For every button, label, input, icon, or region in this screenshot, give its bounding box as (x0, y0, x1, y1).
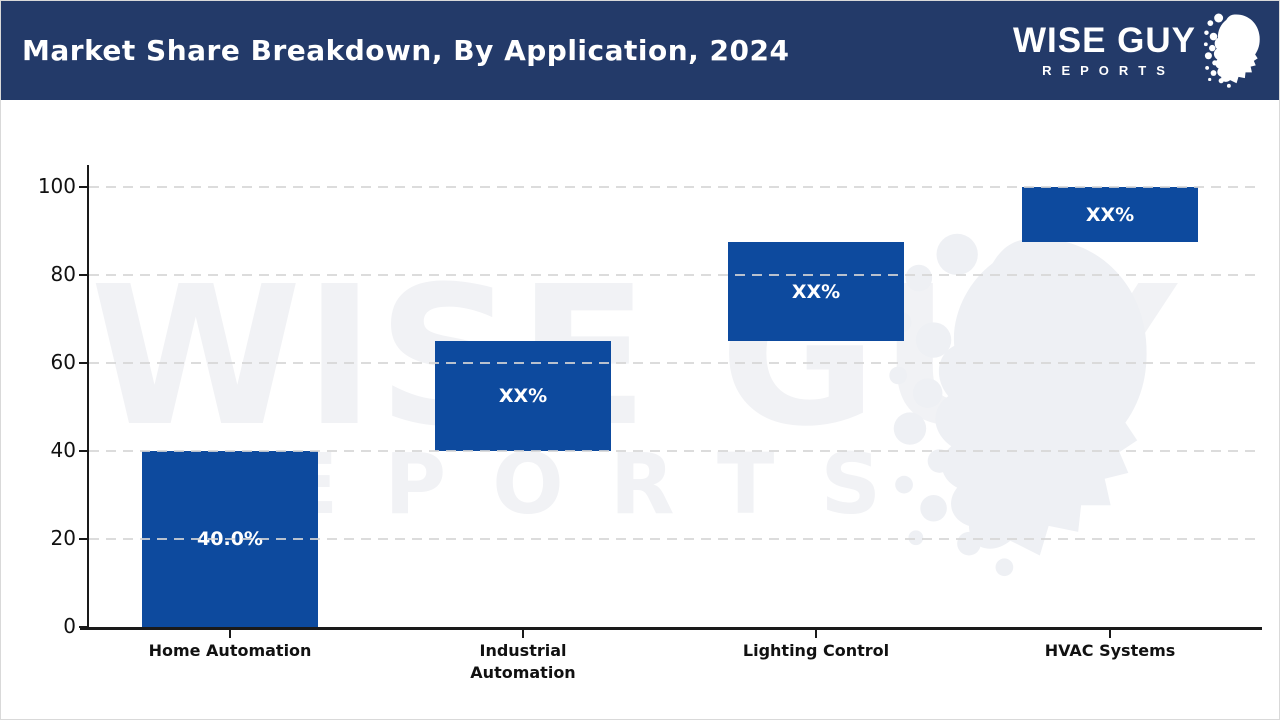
brand-logo: WISE GUY REPORTS (1013, 10, 1266, 90)
y-tick-label: 80 (50, 262, 76, 286)
y-grid-line (89, 274, 1262, 276)
x-axis-line (80, 627, 1262, 630)
x-category-label: Home Automation (148, 641, 312, 660)
x-tick (522, 630, 524, 638)
x-category-label: HVAC Systems (1044, 641, 1176, 660)
x-tick (1109, 630, 1111, 638)
y-tick-label: 0 (63, 614, 76, 638)
x-category-label: Lighting Control (742, 641, 890, 660)
x-tick (815, 630, 817, 638)
y-grid-line (89, 186, 1262, 188)
logo-wordmark: WISE GUY REPORTS (1013, 23, 1196, 77)
y-tick (79, 450, 88, 452)
bar: XX% (728, 242, 904, 341)
y-tick (79, 362, 88, 364)
y-tick-label: 100 (37, 174, 76, 198)
y-tick-label: 60 (50, 350, 76, 374)
bar-value-label: XX% (1085, 203, 1135, 226)
y-tick (79, 274, 88, 276)
header-bar: Market Share Breakdown, By Application, … (0, 0, 1280, 100)
y-tick (79, 186, 88, 188)
y-axis-line (87, 165, 89, 629)
bar-value-label: XX% (498, 385, 548, 407)
y-tick-label: 40 (50, 438, 76, 462)
y-grid-line (89, 362, 1262, 364)
logo-line2: REPORTS (1042, 63, 1175, 78)
y-tick-label: 20 (50, 526, 76, 550)
page-title: Market Share Breakdown, By Application, … (22, 33, 790, 67)
bar: XX% (435, 341, 611, 451)
y-grid-line (89, 538, 1262, 540)
logo-line1: WISE GUY (1012, 21, 1196, 60)
bar-value-label: XX% (791, 280, 841, 303)
logo-head-dots-icon (1203, 13, 1260, 88)
watermark-head-dots-icon (889, 233, 1147, 577)
y-grid-line (89, 450, 1262, 452)
x-category-label: Industrial Automation (470, 641, 576, 682)
y-tick (79, 538, 88, 540)
bar: XX% (1022, 187, 1198, 242)
x-tick (229, 630, 231, 638)
